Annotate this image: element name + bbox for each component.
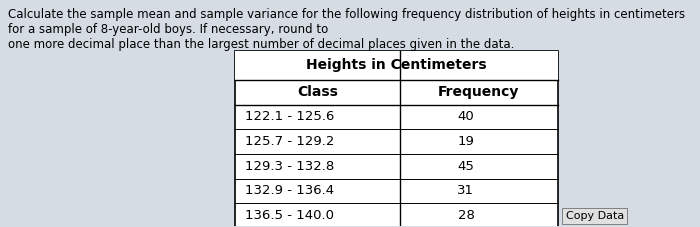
Text: Calculate the sample mean and sample variance for the following frequency distri: Calculate the sample mean and sample var… [8,8,685,51]
Text: 31: 31 [457,184,475,197]
FancyBboxPatch shape [235,51,558,80]
Text: 132.9 - 136.4: 132.9 - 136.4 [245,184,334,197]
Text: Frequency: Frequency [438,85,519,99]
Text: Copy Data: Copy Data [566,211,624,221]
Text: 129.3 - 132.8: 129.3 - 132.8 [245,160,334,173]
Text: Heights in Centimeters: Heights in Centimeters [306,58,486,72]
Text: 40: 40 [458,110,475,123]
Text: 136.5 - 140.0: 136.5 - 140.0 [245,209,334,222]
Text: 125.7 - 129.2: 125.7 - 129.2 [245,135,334,148]
Text: 19: 19 [458,135,475,148]
Text: 28: 28 [458,209,475,222]
Text: 45: 45 [458,160,475,173]
Text: 122.1 - 125.6: 122.1 - 125.6 [245,110,334,123]
Text: Class: Class [297,85,338,99]
FancyBboxPatch shape [235,51,558,227]
